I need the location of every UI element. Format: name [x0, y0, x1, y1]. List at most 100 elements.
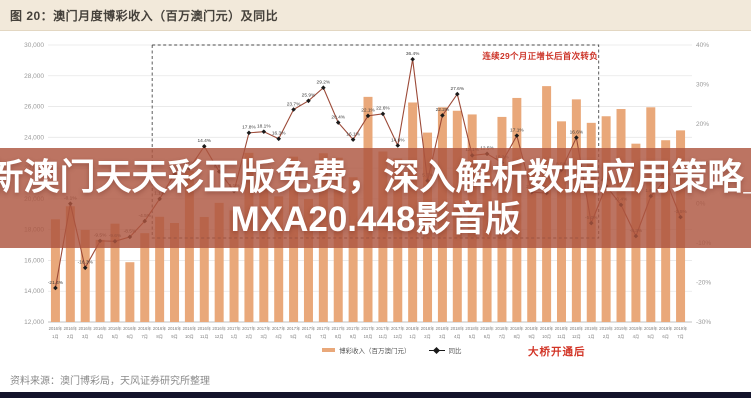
svg-text:14,000: 14,000: [24, 288, 44, 295]
svg-text:2016年: 2016年: [64, 325, 78, 332]
svg-text:2月: 2月: [246, 334, 253, 340]
svg-text:12月: 12月: [393, 334, 402, 340]
svg-text:2018年: 2018年: [510, 325, 524, 332]
svg-text:2018年: 2018年: [436, 325, 450, 332]
svg-text:2019年: 2019年: [659, 325, 673, 332]
svg-text:6月: 6月: [127, 334, 134, 340]
svg-text:2018年: 2018年: [421, 325, 435, 332]
svg-text:1月: 1月: [588, 334, 595, 340]
line-swatch-icon: [428, 346, 445, 354]
marker-diamond: [276, 136, 281, 142]
highlight-box: [151, 44, 600, 239]
svg-text:5月: 5月: [648, 334, 655, 340]
svg-text:2016年: 2016年: [168, 325, 182, 332]
svg-text:16.3%: 16.3%: [272, 131, 286, 137]
svg-text:8月: 8月: [156, 334, 163, 340]
chart-legend: 博彩收入（百万澳门元） 同比: [322, 345, 462, 355]
svg-text:20.4%: 20.4%: [331, 114, 345, 120]
marker-diamond: [410, 56, 415, 62]
svg-text:2018年: 2018年: [451, 325, 465, 332]
svg-text:2017年: 2017年: [317, 325, 331, 332]
svg-text:-21.4%: -21.4%: [48, 280, 64, 286]
svg-text:2018年: 2018年: [406, 325, 420, 332]
svg-text:4月: 4月: [275, 334, 282, 340]
svg-text:9月: 9月: [350, 334, 357, 340]
marker-diamond: [365, 113, 371, 119]
marker-diamond: [246, 130, 252, 136]
bar: [348, 177, 358, 322]
marker-diamond: [261, 129, 267, 134]
svg-text:-30%: -30%: [696, 319, 711, 326]
bar: [274, 196, 284, 322]
svg-text:9月: 9月: [171, 334, 178, 340]
bar: [199, 216, 209, 322]
legend-bars-label: 博彩收入（百万澳门元）: [339, 348, 411, 355]
svg-text:12月: 12月: [215, 334, 224, 340]
marker-diamond: [455, 91, 460, 97]
svg-text:2018年: 2018年: [570, 325, 584, 332]
svg-text:29.2%: 29.2%: [317, 80, 331, 86]
svg-text:1月: 1月: [231, 334, 238, 340]
legend-item-line: 同比: [428, 345, 462, 355]
svg-text:11月: 11月: [379, 334, 388, 340]
svg-text:1月: 1月: [52, 334, 59, 340]
svg-text:2月: 2月: [424, 334, 431, 340]
svg-text:2019年: 2019年: [614, 325, 628, 332]
svg-text:2016年: 2016年: [108, 325, 122, 332]
svg-text:10月: 10月: [185, 334, 194, 340]
svg-text:2019年: 2019年: [629, 325, 643, 332]
svg-text:2018年: 2018年: [495, 325, 509, 332]
svg-text:2018年: 2018年: [480, 325, 494, 332]
bar: [259, 179, 269, 322]
bar: [110, 223, 120, 322]
svg-text:11月: 11月: [557, 334, 566, 340]
svg-text:2017年: 2017年: [361, 325, 375, 332]
svg-text:22.2%: 22.2%: [436, 107, 450, 113]
svg-text:5月: 5月: [290, 334, 297, 340]
svg-text:2017年: 2017年: [391, 325, 405, 332]
svg-text:2017年: 2017年: [331, 325, 345, 332]
bar: [125, 262, 135, 322]
marker-diamond: [440, 113, 445, 118]
svg-text:10月: 10月: [364, 334, 373, 340]
svg-text:12,000: 12,000: [24, 319, 44, 326]
svg-text:23.7%: 23.7%: [287, 101, 301, 107]
legend-item-bars: 博彩收入（百万澳门元）: [322, 345, 411, 355]
svg-text:-16.3%: -16.3%: [78, 260, 94, 266]
marker-diamond: [514, 133, 520, 138]
svg-text:2017年: 2017年: [272, 325, 286, 332]
svg-text:2016年: 2016年: [93, 325, 107, 332]
svg-text:2017年: 2017年: [242, 325, 256, 332]
svg-text:16,000: 16,000: [24, 257, 44, 264]
svg-text:25.9%: 25.9%: [302, 93, 316, 99]
bar: [50, 219, 60, 322]
svg-text:2017年: 2017年: [227, 325, 241, 332]
bar: [229, 210, 239, 322]
figure-title-bar: 图 20：澳门月度博彩收入（百万澳门元）及同比: [0, 0, 751, 31]
svg-text:2017年: 2017年: [257, 325, 271, 332]
svg-text:14.4%: 14.4%: [197, 138, 211, 144]
svg-text:2月: 2月: [67, 334, 74, 340]
svg-text:2017年: 2017年: [346, 325, 360, 332]
svg-text:2018年: 2018年: [525, 325, 539, 332]
svg-text:8月: 8月: [335, 334, 342, 340]
marker-diamond: [350, 137, 356, 142]
marker-diamond: [201, 144, 207, 149]
svg-text:17.1%: 17.1%: [510, 127, 524, 133]
svg-text:10月: 10月: [542, 334, 551, 340]
svg-text:9月: 9月: [528, 334, 535, 340]
legend-line-label: 同比: [448, 348, 462, 355]
svg-text:2019年: 2019年: [674, 325, 688, 332]
marker-diamond: [291, 107, 296, 112]
bar: [65, 206, 75, 322]
watermark-overlay: 新澳门天天彩正版免费，深入解析数据应用策略_ MXA20.448影音版: [0, 148, 751, 248]
svg-text:2016年: 2016年: [212, 325, 226, 332]
marker-diamond: [335, 120, 341, 125]
marker-diamond: [53, 285, 58, 291]
bar: [80, 229, 90, 322]
bar: [170, 222, 180, 322]
svg-text:20%: 20%: [696, 121, 709, 128]
svg-text:5月: 5月: [469, 334, 476, 340]
svg-text:2016年: 2016年: [78, 325, 92, 332]
